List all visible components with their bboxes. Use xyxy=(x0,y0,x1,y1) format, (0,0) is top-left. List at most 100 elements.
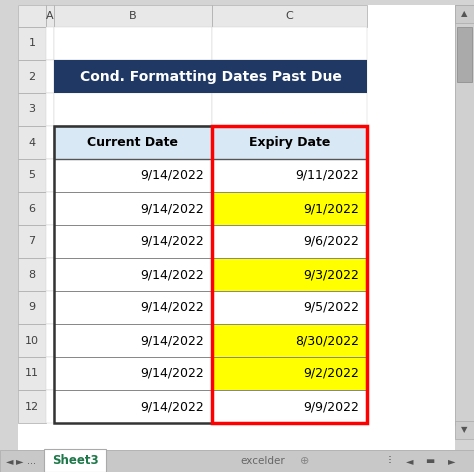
Bar xyxy=(46,93,54,126)
Bar xyxy=(212,357,367,390)
Text: 8: 8 xyxy=(28,270,36,279)
Bar xyxy=(18,27,46,60)
Text: 9/6/2022: 9/6/2022 xyxy=(303,235,359,248)
Text: 9/14/2022: 9/14/2022 xyxy=(140,301,204,314)
Text: 4: 4 xyxy=(28,137,36,147)
Bar xyxy=(54,258,212,291)
Text: 1: 1 xyxy=(28,39,36,49)
Bar xyxy=(212,159,367,192)
Bar xyxy=(46,159,54,192)
Text: 9/11/2022: 9/11/2022 xyxy=(295,169,359,182)
Bar xyxy=(46,126,54,159)
Text: Cond. Formatting Dates Past Due: Cond. Formatting Dates Past Due xyxy=(80,69,341,84)
Text: 9/3/2022: 9/3/2022 xyxy=(303,268,359,281)
Bar xyxy=(212,27,367,60)
Bar xyxy=(212,258,367,291)
Bar xyxy=(18,192,46,225)
Text: ▬: ▬ xyxy=(425,456,435,466)
Text: 9/5/2022: 9/5/2022 xyxy=(303,301,359,314)
Bar xyxy=(455,421,474,439)
Text: 3: 3 xyxy=(28,104,36,115)
Bar xyxy=(54,225,212,258)
Bar xyxy=(0,450,474,472)
Bar xyxy=(54,390,212,423)
Text: 9/14/2022: 9/14/2022 xyxy=(140,202,204,215)
Text: B: B xyxy=(129,11,137,21)
Bar xyxy=(46,5,54,27)
Text: 9/14/2022: 9/14/2022 xyxy=(140,400,204,413)
Bar xyxy=(212,390,367,423)
Text: 9/14/2022: 9/14/2022 xyxy=(140,268,204,281)
Text: Sheet3: Sheet3 xyxy=(52,455,98,467)
Text: Current Date: Current Date xyxy=(88,136,179,149)
Text: 9/9/2022: 9/9/2022 xyxy=(303,400,359,413)
Bar xyxy=(46,291,54,324)
Text: 10: 10 xyxy=(25,336,39,346)
Bar xyxy=(18,126,46,159)
Text: 9/14/2022: 9/14/2022 xyxy=(140,334,204,347)
Text: ▼: ▼ xyxy=(461,425,468,435)
Text: ⊕: ⊕ xyxy=(300,456,310,466)
Bar xyxy=(18,5,46,27)
Text: ◄: ◄ xyxy=(6,456,14,466)
Bar xyxy=(54,93,212,126)
Bar xyxy=(54,159,212,192)
Bar xyxy=(212,93,367,126)
Text: 9/2/2022: 9/2/2022 xyxy=(303,367,359,380)
Bar xyxy=(54,192,212,225)
Text: 9: 9 xyxy=(28,303,36,312)
Text: ◄: ◄ xyxy=(406,456,414,466)
Bar xyxy=(18,357,46,390)
Bar xyxy=(18,390,46,423)
Text: 6: 6 xyxy=(28,203,36,213)
Bar xyxy=(18,60,46,93)
Bar xyxy=(212,225,367,258)
Text: 9/14/2022: 9/14/2022 xyxy=(140,367,204,380)
Bar xyxy=(212,159,367,192)
Text: ►: ► xyxy=(16,456,24,466)
Bar xyxy=(54,357,212,390)
Bar xyxy=(455,5,474,23)
Bar xyxy=(54,27,212,60)
Bar xyxy=(46,357,54,390)
Text: 9/14/2022: 9/14/2022 xyxy=(140,235,204,248)
Bar xyxy=(18,225,46,258)
Text: 9/14/2022: 9/14/2022 xyxy=(140,169,204,182)
Bar xyxy=(212,5,367,27)
Bar xyxy=(212,60,367,93)
Text: C: C xyxy=(286,11,293,21)
Bar xyxy=(54,126,212,159)
Bar xyxy=(212,126,367,159)
Bar xyxy=(18,93,46,126)
Bar xyxy=(54,225,212,258)
Bar xyxy=(54,324,212,357)
Bar xyxy=(54,291,212,324)
Bar xyxy=(212,291,367,324)
Bar xyxy=(46,60,54,93)
Bar xyxy=(54,324,212,357)
Bar xyxy=(46,225,54,258)
Bar xyxy=(54,357,212,390)
Bar xyxy=(212,390,367,423)
Text: ...: ... xyxy=(27,456,36,466)
Bar xyxy=(18,291,46,324)
Bar xyxy=(54,390,212,423)
Bar xyxy=(54,5,212,27)
Text: 12: 12 xyxy=(25,402,39,412)
Bar xyxy=(212,291,367,324)
Text: 9/1/2022: 9/1/2022 xyxy=(303,202,359,215)
Bar xyxy=(46,27,54,60)
Bar xyxy=(212,324,367,357)
Text: 8/30/2022: 8/30/2022 xyxy=(295,334,359,347)
Bar xyxy=(54,60,367,93)
Bar xyxy=(54,126,367,423)
Bar xyxy=(212,126,367,159)
Bar xyxy=(18,324,46,357)
Text: 7: 7 xyxy=(28,236,36,246)
Text: ⁝: ⁝ xyxy=(388,455,392,467)
Bar xyxy=(54,159,212,192)
Bar xyxy=(54,60,212,93)
Bar xyxy=(212,126,367,423)
Bar xyxy=(54,258,212,291)
Bar xyxy=(18,258,46,291)
